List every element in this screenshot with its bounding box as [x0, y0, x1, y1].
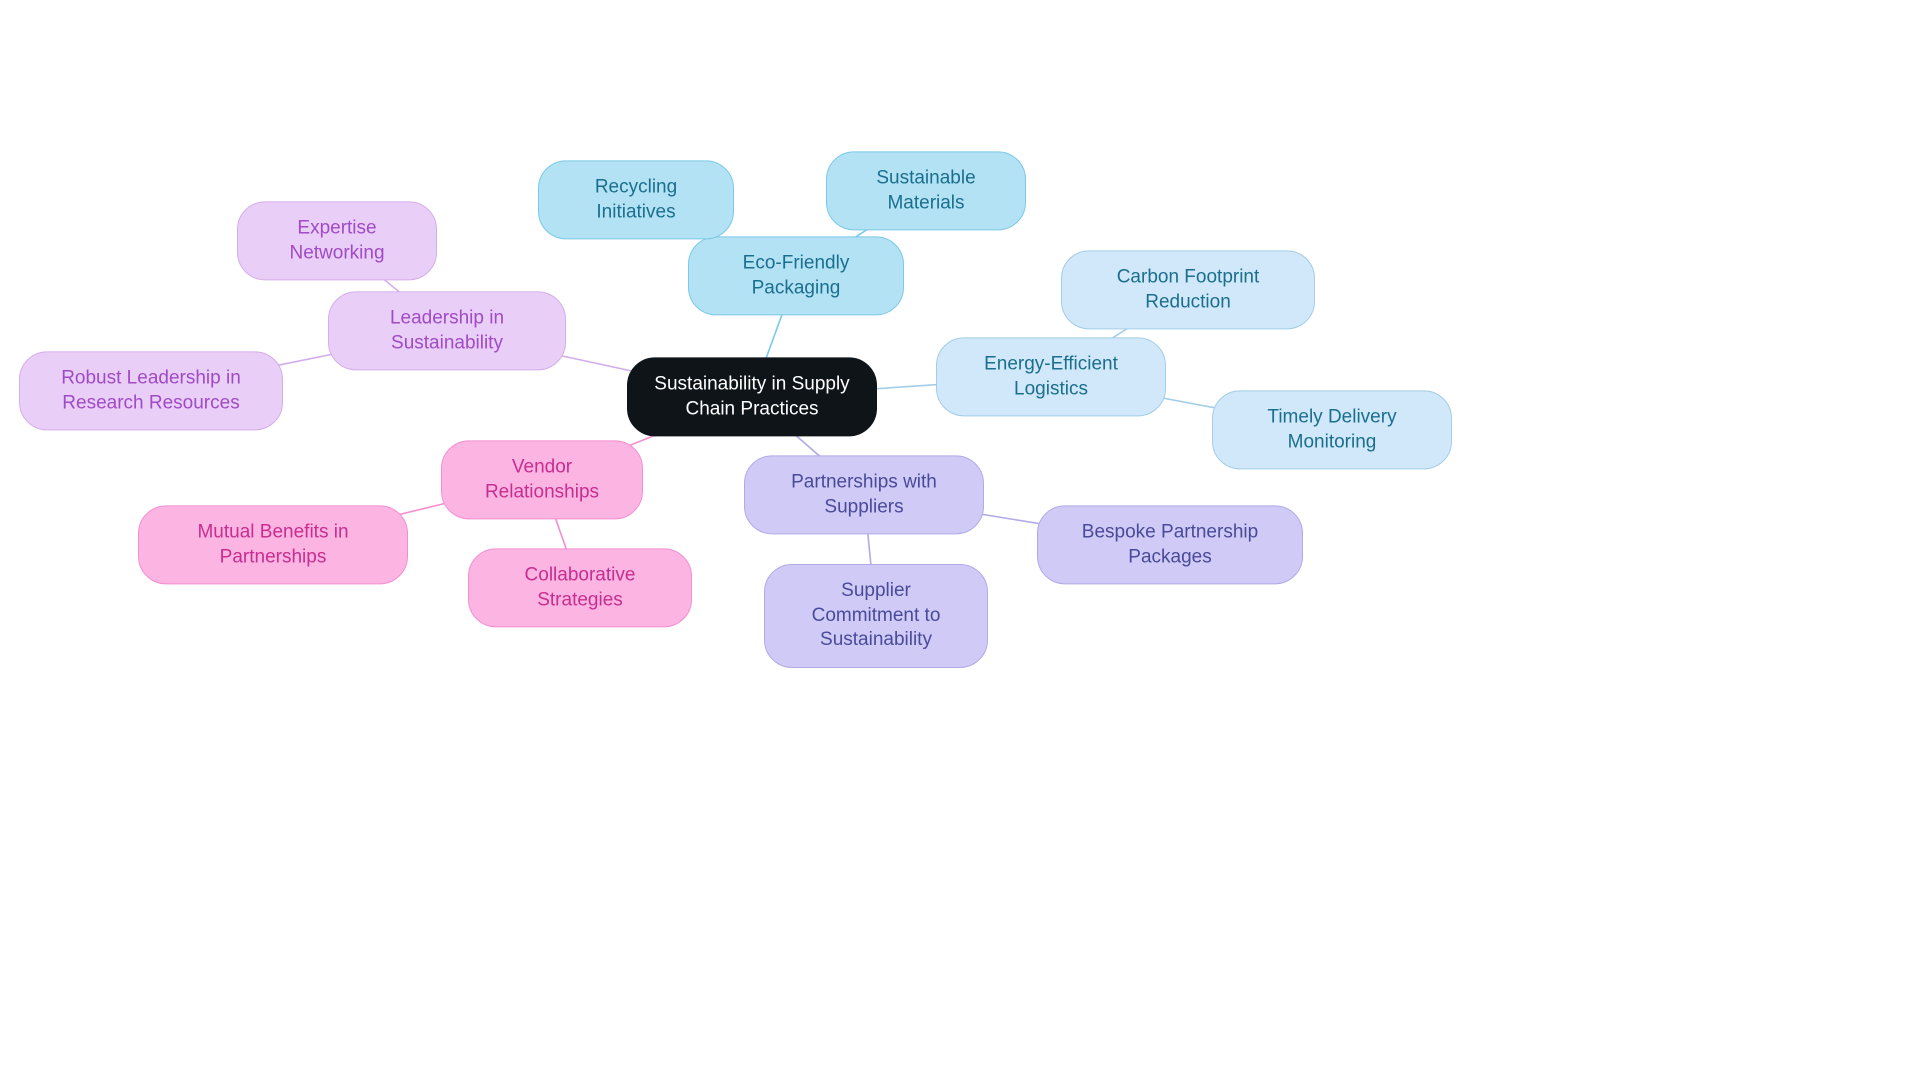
node-label: Leadership in Sustainability [353, 306, 541, 355]
node-label: Expertise Networking [262, 216, 412, 265]
mindmap-node-eco[interactable]: Eco-Friendly Packaging [688, 236, 904, 315]
node-label: Sustainability in Supply Chain Practices [652, 372, 852, 421]
mindmap-node-energy[interactable]: Energy-Efficient Logistics [936, 337, 1166, 416]
mindmap-node-mutual[interactable]: Mutual Benefits in Partnerships [138, 505, 408, 584]
node-label: Partnerships with Suppliers [769, 470, 959, 519]
mindmap-node-carbon[interactable]: Carbon Footprint Reduction [1061, 250, 1315, 329]
mindmap-node-partners[interactable]: Partnerships with Suppliers [744, 455, 984, 534]
node-label: Sustainable Materials [851, 166, 1001, 215]
node-label: Collaborative Strategies [493, 563, 667, 612]
node-label: Recycling Initiatives [563, 175, 709, 224]
mindmap-node-materials[interactable]: Sustainable Materials [826, 151, 1026, 230]
node-label: Timely Delivery Monitoring [1237, 405, 1427, 454]
node-label: Eco-Friendly Packaging [713, 251, 879, 300]
mindmap-node-commitment[interactable]: Supplier Commitment to Sustainability [764, 564, 988, 668]
node-label: Carbon Footprint Reduction [1086, 265, 1290, 314]
node-label: Mutual Benefits in Partnerships [163, 520, 383, 569]
node-label: Supplier Commitment to Sustainability [789, 579, 963, 653]
node-label: Energy-Efficient Logistics [961, 352, 1141, 401]
node-label: Robust Leadership in Research Resources [44, 366, 258, 415]
node-label: Bespoke Partnership Packages [1062, 520, 1278, 569]
mindmap-node-timely[interactable]: Timely Delivery Monitoring [1212, 390, 1452, 469]
mindmap-node-robust[interactable]: Robust Leadership in Research Resources [19, 351, 283, 430]
mindmap-node-expertise[interactable]: Expertise Networking [237, 201, 437, 280]
mindmap-node-recycling[interactable]: Recycling Initiatives [538, 160, 734, 239]
node-label: Vendor Relationships [466, 455, 618, 504]
mindmap-node-center[interactable]: Sustainability in Supply Chain Practices [627, 357, 877, 436]
mindmap-node-collab[interactable]: Collaborative Strategies [468, 548, 692, 627]
mindmap-node-leadership[interactable]: Leadership in Sustainability [328, 291, 566, 370]
mindmap-node-vendor[interactable]: Vendor Relationships [441, 440, 643, 519]
mindmap-canvas: Sustainability in Supply Chain Practices… [0, 0, 1920, 1083]
mindmap-node-bespoke[interactable]: Bespoke Partnership Packages [1037, 505, 1303, 584]
